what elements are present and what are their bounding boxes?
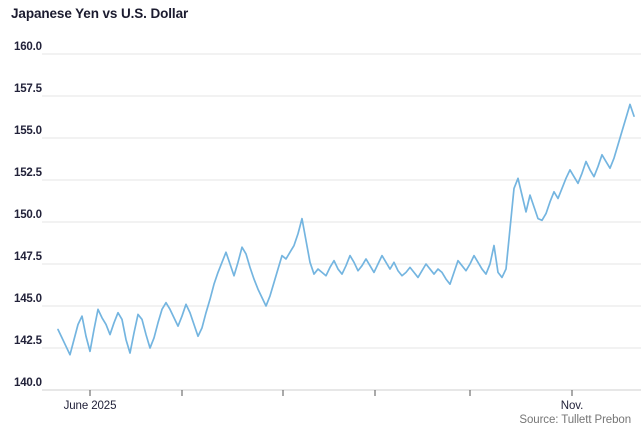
y-axis-tick-label: 155.0	[14, 125, 42, 137]
x-axis-tick-label: Nov.	[560, 400, 584, 412]
y-axis-tick-label: 157.5	[14, 83, 42, 95]
x-tick-marks	[89, 390, 573, 396]
y-axis-tick-label: 145.0	[14, 293, 42, 305]
y-axis-tick-label: 152.5	[14, 167, 42, 179]
y-axis-tick-label: 150.0	[14, 209, 42, 221]
y-axis-tick-label: 140.0	[14, 377, 42, 389]
y-axis-tick-label: 142.5	[14, 335, 42, 347]
y-axis-tick-label: 147.5	[14, 251, 42, 263]
y-axis-tick-label: 160.0	[14, 41, 42, 53]
data-line-usd-jpy	[57, 103, 635, 356]
x-axis-tick-label: June 2025	[63, 400, 117, 412]
gridlines	[42, 53, 641, 391]
source-attribution: Source: Tullett Prebon	[519, 414, 631, 426]
page-title: Japanese Yen vs U.S. Dollar	[11, 6, 189, 21]
